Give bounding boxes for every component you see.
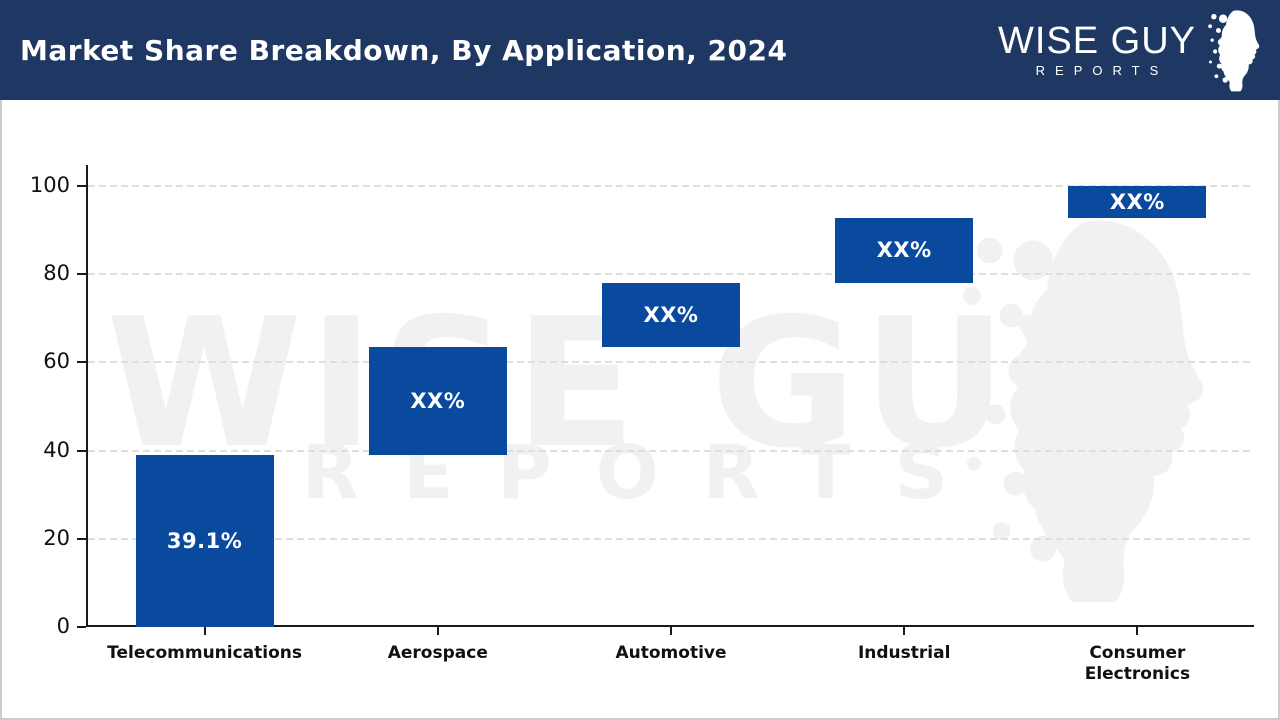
x-tick-label: Aerospace (387, 643, 488, 663)
header: Market Share Breakdown, By Application, … (0, 0, 1280, 100)
x-tick-mark (670, 627, 672, 635)
bar-consumer-electronics: XX% (1068, 186, 1207, 218)
wiseguy-logo: WISE GUY REPORTS (998, 0, 1280, 100)
y-tick-label: 60 (43, 349, 70, 374)
gridline (88, 537, 1254, 540)
y-tick-label: 100 (29, 172, 70, 197)
logo-wordmark: WISE GUY REPORTS (997, 19, 1196, 79)
y-tick-mark (77, 273, 86, 276)
page-title: Market Share Breakdown, By Application, … (20, 33, 788, 67)
x-tick-label: Consumer Electronics (1084, 643, 1191, 685)
bar-value-label: XX% (410, 388, 466, 413)
plot-area: 0 20 40 60 80 100 Telecommunications 39.1% Aeros… (30, 165, 1254, 684)
gridline (88, 449, 1254, 452)
gridline (88, 185, 1254, 187)
y-tick-mark (77, 449, 86, 452)
bar-aerospace: XX% (368, 346, 507, 455)
x-tick-mark (903, 627, 906, 635)
bar-value-label: XX% (876, 238, 932, 263)
x-tick-mark (436, 627, 439, 635)
x-axis-line (86, 625, 1254, 627)
logo-subtext: REPORTS (1035, 63, 1169, 79)
y-tick-mark (77, 626, 86, 628)
bar-telecommunications: 39.1% (135, 454, 274, 627)
x-tick-label: Industrial (857, 643, 951, 663)
y-tick-label: 20 (43, 525, 70, 550)
bar-industrial: XX% (835, 217, 974, 284)
y-tick-mark (77, 185, 86, 187)
y-tick-mark (77, 537, 86, 540)
x-tick-label: Telecommunications (107, 643, 303, 663)
y-axis-line (86, 165, 88, 627)
y-tick-label: 40 (43, 437, 70, 462)
bar-value-label: 39.1% (166, 528, 243, 553)
x-tick-label: Automotive (615, 643, 727, 663)
x-tick-mark (203, 627, 206, 635)
bar-value-label: XX% (1109, 189, 1165, 214)
bar-automotive: XX% (602, 283, 740, 347)
y-tick-label: 0 (56, 613, 70, 638)
y-tick-mark (77, 361, 86, 364)
logo-wordmark-text: WISE GUY (997, 19, 1196, 62)
bar-value-label: XX% (643, 302, 699, 327)
chart-canvas: WISE GUY REPORTS 0 20 40 60 80 100 Telecommuni… (0, 100, 1280, 720)
gridline (88, 273, 1254, 276)
x-tick-mark (1136, 627, 1139, 635)
wiseguy-face-icon (1208, 10, 1260, 92)
gridline (88, 361, 1254, 364)
y-tick-label: 80 (43, 260, 70, 285)
